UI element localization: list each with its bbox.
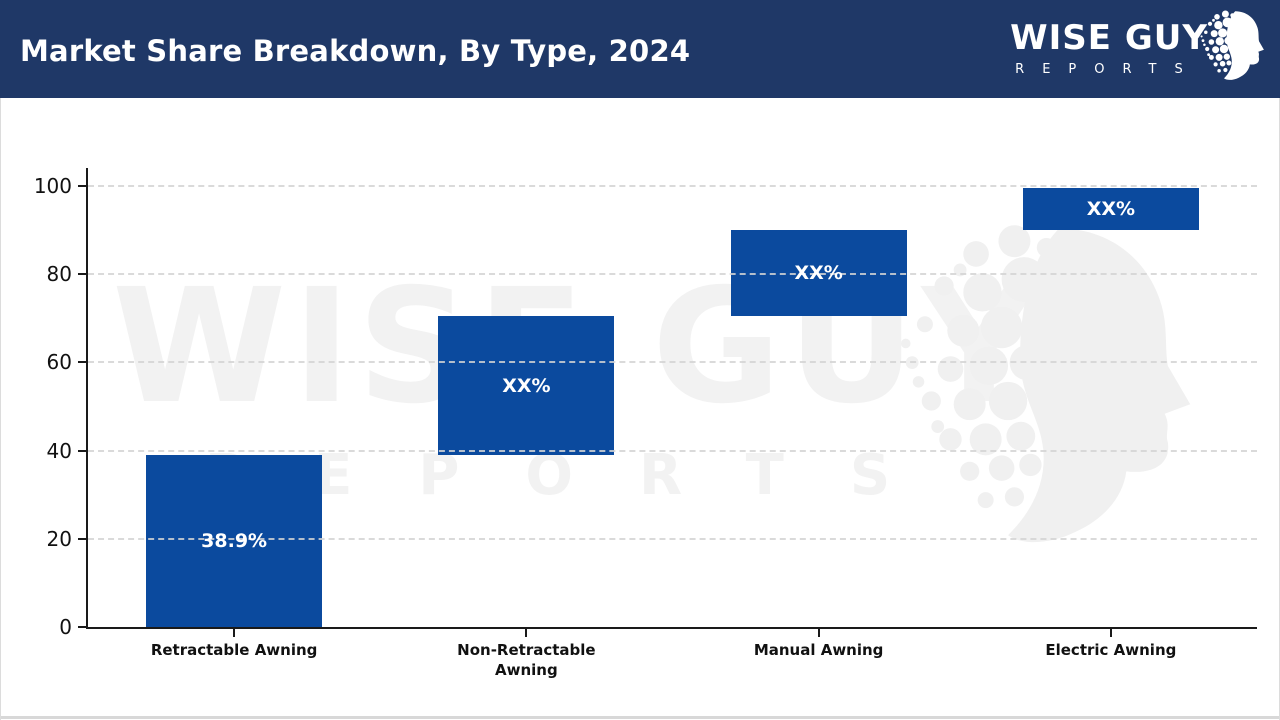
bar-value-label-electric-awning: XX% [1086,198,1136,221]
y-tick-mark-20 [78,537,86,540]
bar-value-label-non-retractable-awning: XX% [502,374,551,397]
gridline-60 [88,361,1257,364]
x-tick-mark-retractable-awning [233,629,236,637]
bar-value-label-manual-awning: XX% [794,262,843,285]
gridline-40 [88,449,1257,452]
bar-electric-awning [1022,188,1199,231]
x-tick-mark-electric-awning [1109,629,1112,637]
y-tick-mark-60 [78,361,86,364]
y-tick-label-60: 60 [46,350,72,375]
gridline-80 [88,273,1257,276]
bar-manual-awning [730,230,907,317]
brand-subtitle: REPORTS [1015,61,1201,77]
y-tick-label-20: 20 [46,526,72,551]
bar-value-label-retractable-awning: 38.9% [201,530,268,553]
category-label-electric-awning: Electric Awning [1045,641,1177,659]
y-tick-mark-0 [78,626,86,628]
x-tick-mark-non-retractable-awning [525,629,528,637]
header-bar: Market Share Breakdown, By Type, 2024 WI… [0,0,1280,98]
y-tick-mark-40 [78,449,86,452]
y-tick-mark-80 [78,273,86,276]
brand-logo: WISE GUY REPORTS [1010,8,1266,90]
bar-retractable-awning [146,455,323,627]
category-label-retractable-awning: Retractable Awning [150,641,318,659]
y-axis [86,168,88,629]
brand-face-icon [1200,10,1264,80]
gridline-20 [88,537,1257,540]
brand-logo-text: WISE GUY REPORTS [1010,18,1208,77]
watermark-face-icon [900,225,1191,543]
bottom-edge-line [0,716,1280,719]
x-tick-mark-manual-awning [817,629,820,637]
chart-title: Market Share Breakdown, By Type, 2024 [20,34,691,68]
y-tick-mark-100 [78,185,86,187]
bar-non-retractable-awning [438,316,615,456]
gridline-100 [88,185,1257,187]
category-label-manual-awning: Manual Awning [753,641,884,659]
category-label-non-retractable-awning: Non-Retractable Awning [457,641,596,679]
y-tick-label-0: 0 [59,615,72,639]
left-edge-line [0,98,1,720]
x-axis [86,627,1257,629]
y-tick-label-80: 80 [46,262,72,287]
y-tick-label-40: 40 [46,438,72,463]
brand-name: WISE GUY [1010,18,1208,59]
y-tick-label-100: 100 [33,174,72,198]
